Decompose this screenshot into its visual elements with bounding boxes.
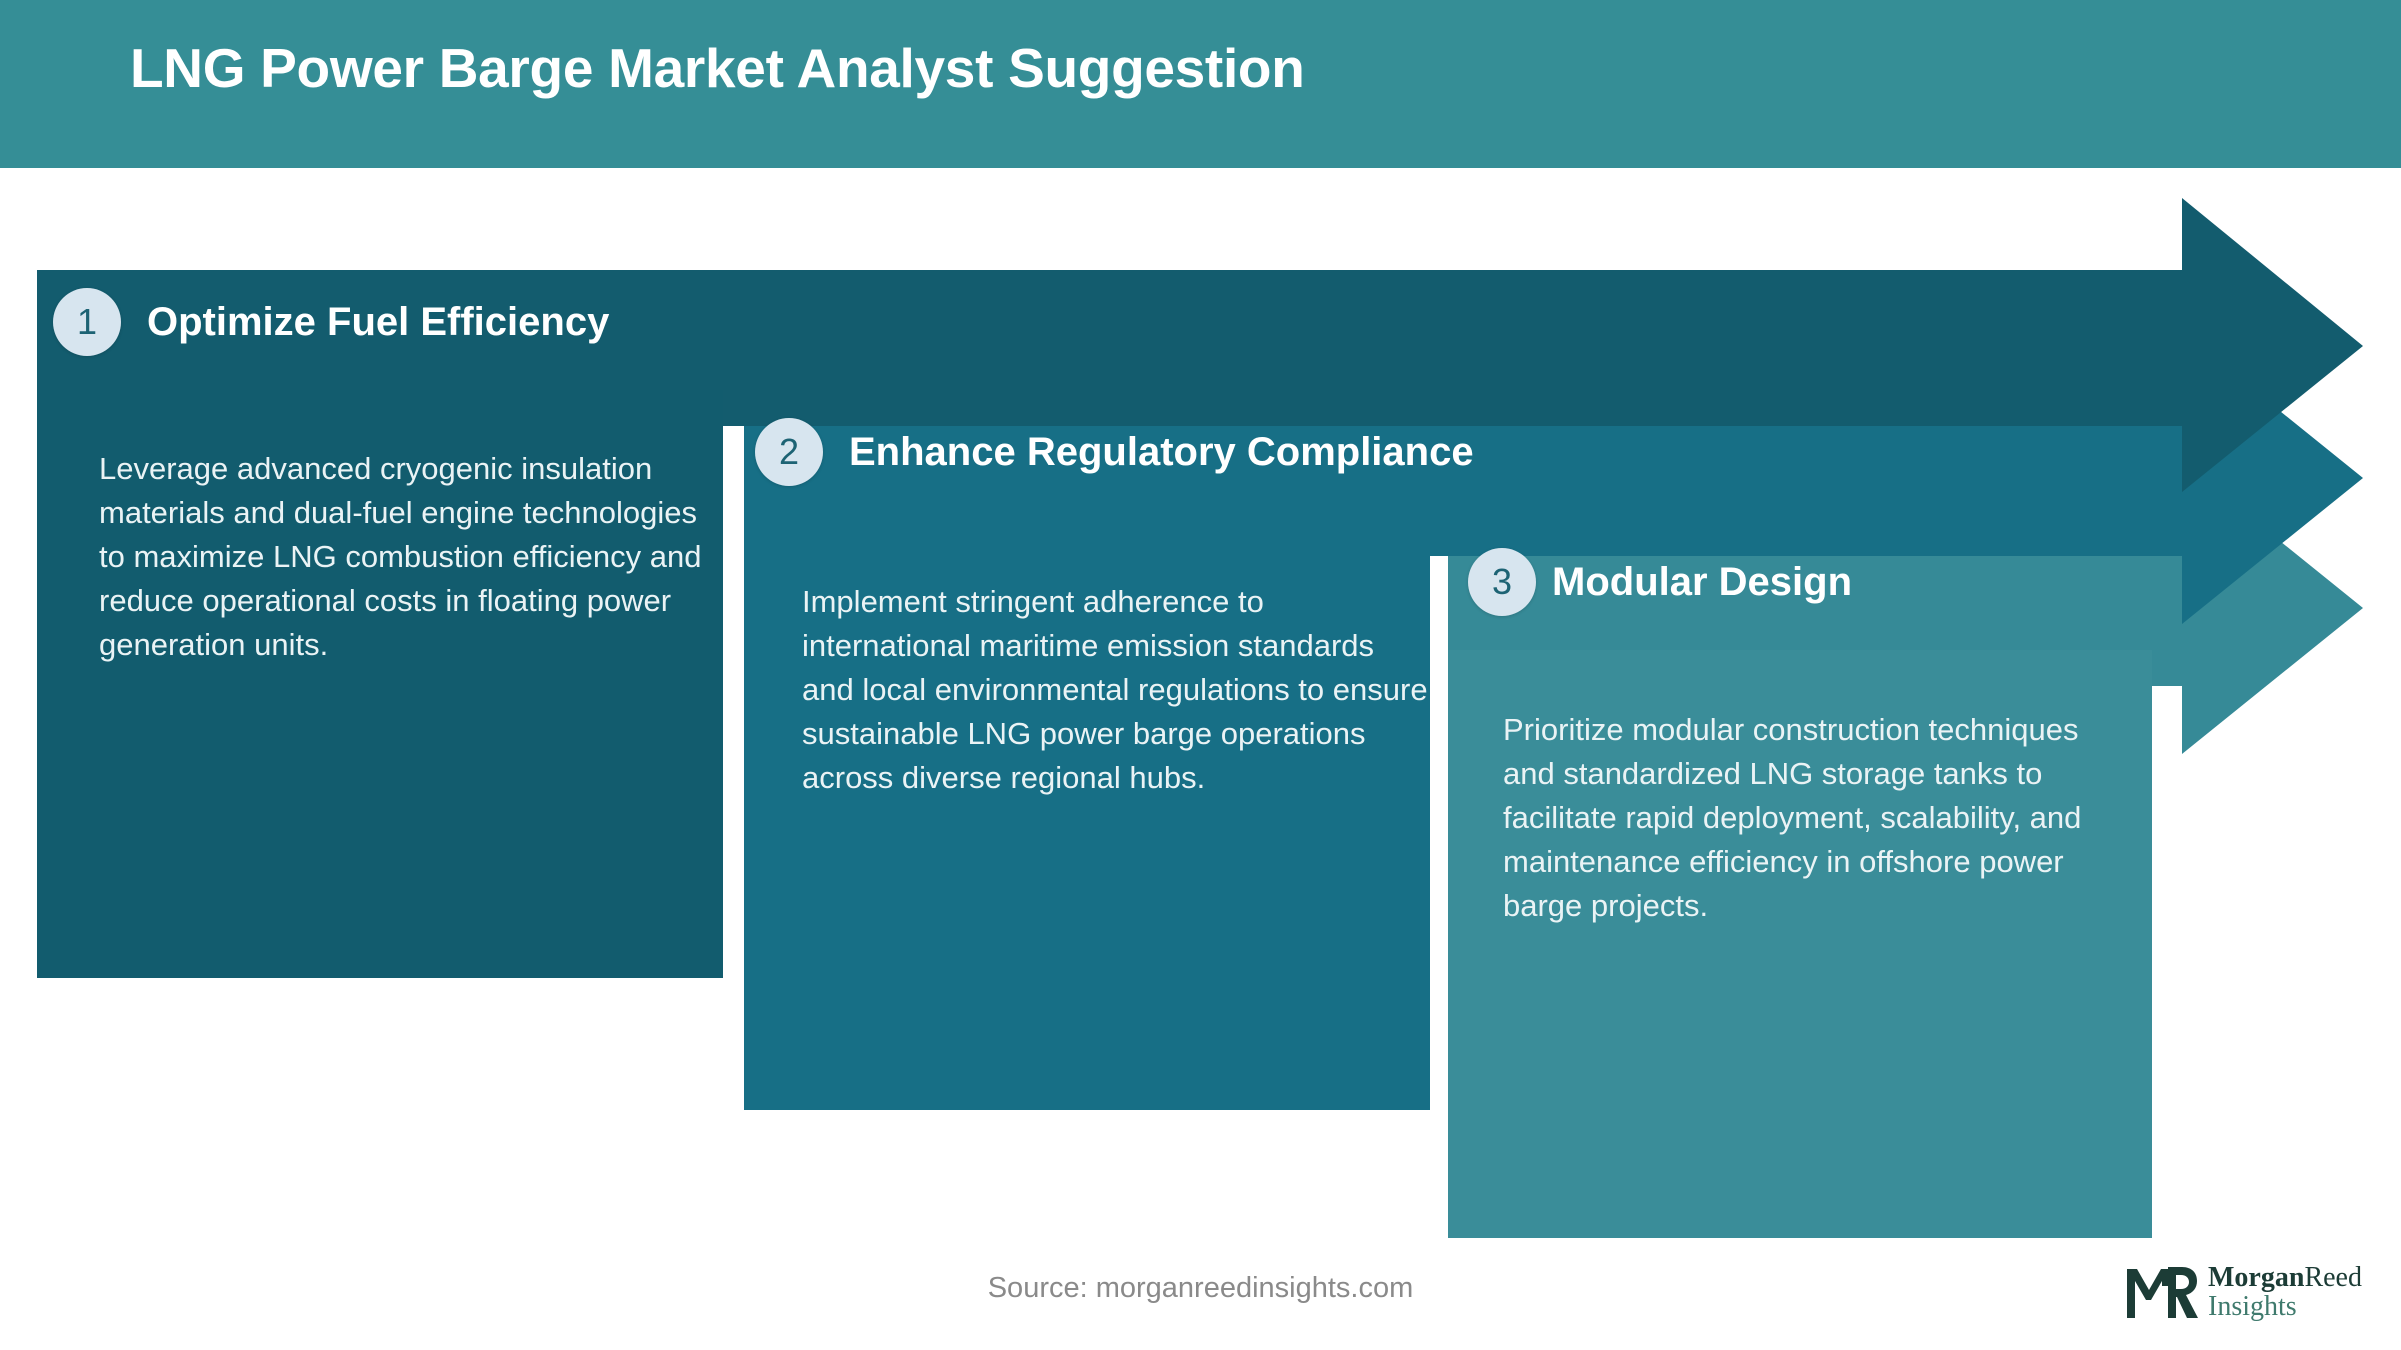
step-number-2: 2 [778, 431, 800, 472]
step-badge-1: 1 [53, 288, 121, 356]
step-body-3: Prioritize modular construction techniqu… [1503, 712, 2082, 924]
step-title-1: Optimize Fuel Efficiency [147, 300, 610, 344]
step-title-2: Enhance Regulatory Compliance [849, 430, 1474, 474]
source-attribution: Source: morganreedinsights.com [987, 1272, 1414, 1304]
step-title-3: Modular Design [1552, 560, 1853, 604]
step-badge-3: 3 [1468, 548, 1536, 616]
logo-company-name: MorganReed [2208, 1261, 2362, 1293]
step-body-1: Leverage advanced cryogenic insulation m… [99, 451, 702, 663]
logo-name-light: Reed [2304, 1261, 2362, 1293]
mr-monogram-icon [2127, 1267, 2198, 1318]
logo-tagline: Insights [2208, 1291, 2297, 1322]
step-body-2: Implement stringent adherence to interna… [802, 584, 1428, 796]
logo-name-bold: Morgan [2208, 1261, 2305, 1293]
header-bar: LNG Power Barge Market Analyst Suggestio… [0, 0, 2401, 168]
step-badge-2: 2 [755, 418, 823, 486]
step-card-3: Prioritize modular construction techniqu… [1448, 650, 2152, 1238]
page-title: LNG Power Barge Market Analyst Suggestio… [130, 37, 1305, 99]
brand-logo: MorganReed Insights [2124, 1258, 2374, 1326]
step-number-3: 3 [1491, 561, 1513, 602]
logo-wordmark: MorganReed Insights [2208, 1261, 2362, 1322]
step-card-2: Implement stringent adherence to interna… [744, 520, 1430, 1110]
step-number-1: 1 [76, 301, 98, 342]
step-card-1: Leverage advanced cryogenic insulation m… [37, 390, 723, 978]
